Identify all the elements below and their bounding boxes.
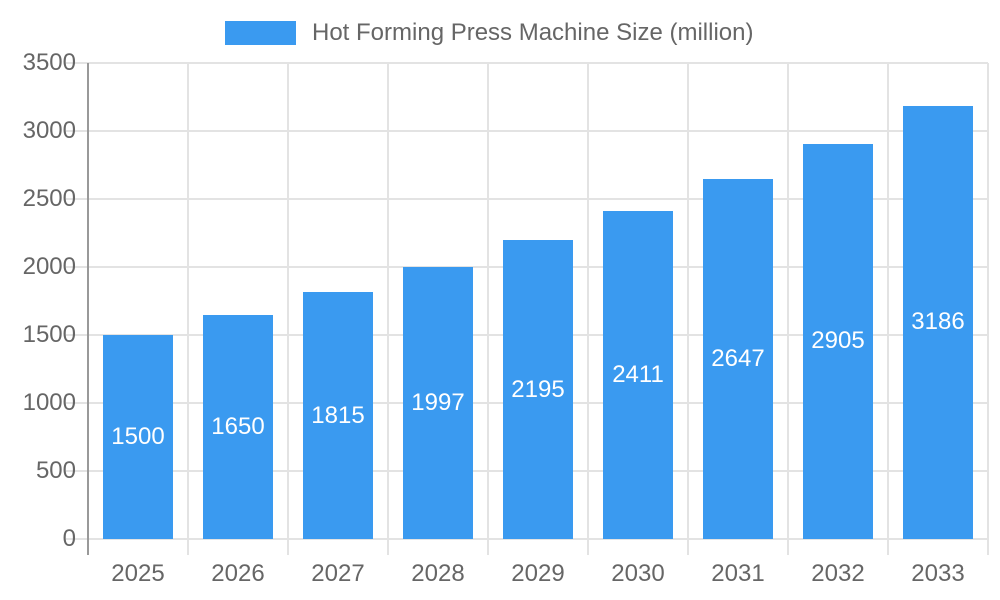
chart-legend-item[interactable]: Hot Forming Press Machine Size (million) [225, 19, 753, 47]
x-tick-label: 2028 [411, 560, 465, 587]
y-tick-label: 1500 [22, 321, 76, 348]
x-tick-label: 2025 [111, 560, 165, 587]
bar-value-label: 2195 [511, 375, 565, 403]
bar[interactable]: 2195 [503, 240, 573, 539]
x-gridline [987, 63, 989, 555]
x-tick-label: 2029 [511, 560, 565, 587]
y-tick-label: 3500 [22, 49, 76, 76]
y-gridline [66, 62, 988, 64]
bar-value-label: 3186 [911, 308, 965, 336]
bar[interactable]: 2411 [603, 211, 673, 539]
x-gridline [487, 63, 489, 555]
bar-value-label: 1500 [111, 423, 165, 450]
bar-value-label: 2647 [711, 344, 765, 372]
bar-value-label: 1815 [311, 401, 365, 429]
x-tick-label: 2033 [911, 560, 965, 587]
bar-value-label: 1650 [211, 412, 265, 440]
y-axis-line [87, 63, 89, 555]
y-gridline [66, 130, 988, 132]
y-tick-label: 0 [62, 525, 76, 552]
bar[interactable]: 1650 [203, 314, 273, 539]
legend-swatch [225, 21, 296, 45]
x-gridline [587, 63, 589, 555]
bar[interactable]: 2647 [703, 179, 773, 539]
x-tick-label: 2031 [711, 560, 765, 587]
bar[interactable]: 1500 [103, 335, 173, 539]
y-gridline [66, 198, 988, 200]
x-gridline [387, 63, 389, 555]
bar-value-label: 1997 [411, 389, 465, 417]
legend-label: Hot Forming Press Machine Size (million) [312, 19, 754, 46]
bar[interactable]: 3186 [903, 105, 973, 539]
y-tick-label: 3000 [22, 117, 76, 144]
y-tick-label: 1000 [22, 389, 76, 416]
y-tick-label: 2000 [22, 253, 76, 280]
x-tick-label: 2027 [311, 560, 365, 587]
bar[interactable]: 1997 [403, 267, 473, 539]
x-tick-label: 2030 [611, 560, 665, 587]
y-tick-label: 2500 [22, 185, 76, 212]
x-gridline [787, 63, 789, 555]
x-gridline [187, 63, 189, 555]
y-tick-label: 500 [35, 457, 76, 484]
x-gridline [887, 63, 889, 555]
x-gridline [687, 63, 689, 555]
bar-value-label: 2905 [811, 327, 865, 355]
bar[interactable]: 2905 [803, 143, 873, 539]
bar-value-label: 2411 [612, 361, 664, 389]
x-tick-label: 2032 [811, 560, 865, 587]
x-gridline [287, 63, 289, 555]
y-gridline [66, 538, 988, 540]
x-tick-label: 2026 [211, 560, 265, 587]
bar[interactable]: 1815 [303, 292, 373, 539]
